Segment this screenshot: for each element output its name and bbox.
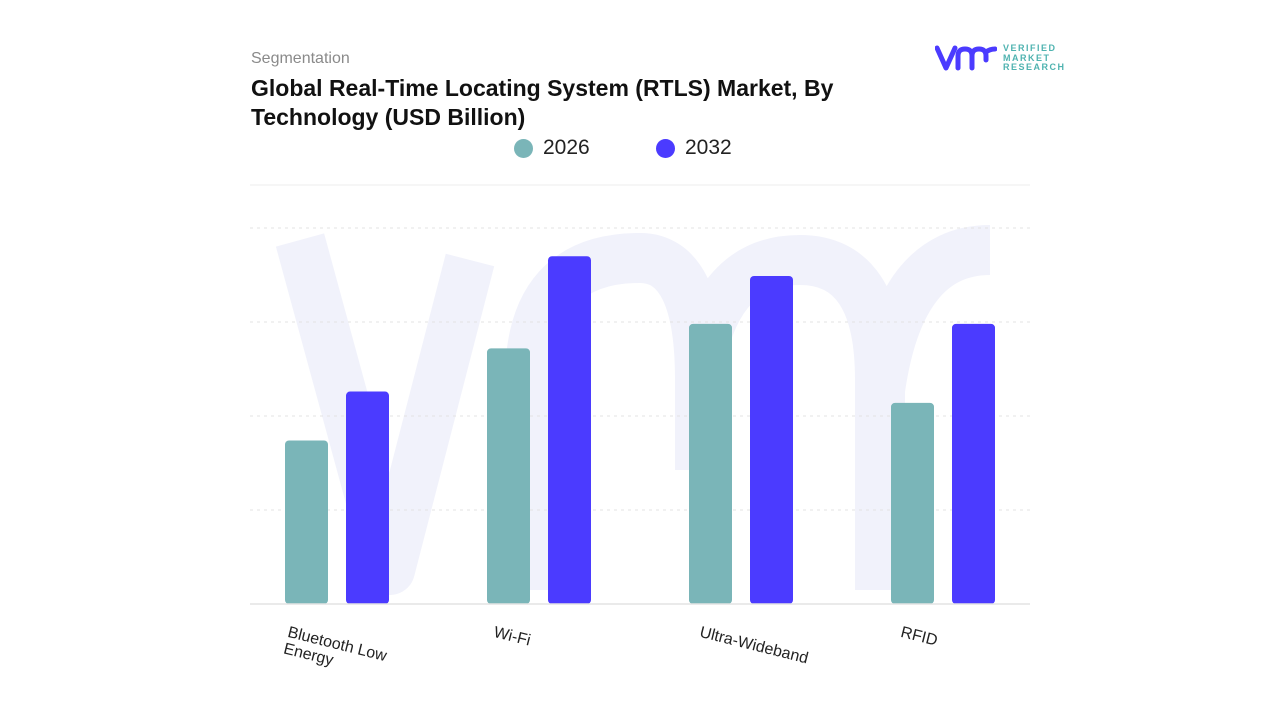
legend-label: 2032 (685, 136, 732, 159)
bar-2032-ultra-wideband[interactable] (750, 275, 793, 604)
legend-item-2026[interactable]: 2026 (514, 136, 590, 160)
legend-swatch (514, 138, 533, 158)
logo-line: VERIFIED (1003, 43, 1057, 53)
logo-text: VERIFIED MARKET RESEARCH (1003, 43, 1066, 73)
segment-label: Segmentation (251, 50, 350, 67)
watermark-logo (275, 225, 992, 595)
legend-swatch (656, 138, 675, 158)
legend: 2026 2032 (0, 136, 1280, 162)
bar-2026-wi-fi[interactable] (487, 348, 530, 604)
bar-2026-ultra-wideband[interactable] (689, 323, 732, 604)
chart-title: Global Real-Time Locating System (RTLS) … (251, 75, 834, 130)
logo-line: MARKET (1003, 52, 1051, 63)
vmr-logo-icon (935, 45, 997, 71)
legend-item-2032[interactable]: 2032 (656, 136, 732, 160)
bar-2026-bluetooth-low-energy[interactable] (285, 440, 328, 604)
legend-label: 2026 (543, 136, 590, 159)
bar-2026-rfid[interactable] (891, 402, 934, 604)
vmr-logo: VERIFIED MARKET RESEARCH (935, 43, 1066, 73)
bar-2032-wi-fi[interactable] (548, 256, 591, 604)
logo-line: RESEARCH (1003, 62, 1066, 72)
bar-2032-rfid[interactable] (952, 323, 995, 604)
bar-2032-bluetooth-low-energy[interactable] (346, 391, 389, 604)
